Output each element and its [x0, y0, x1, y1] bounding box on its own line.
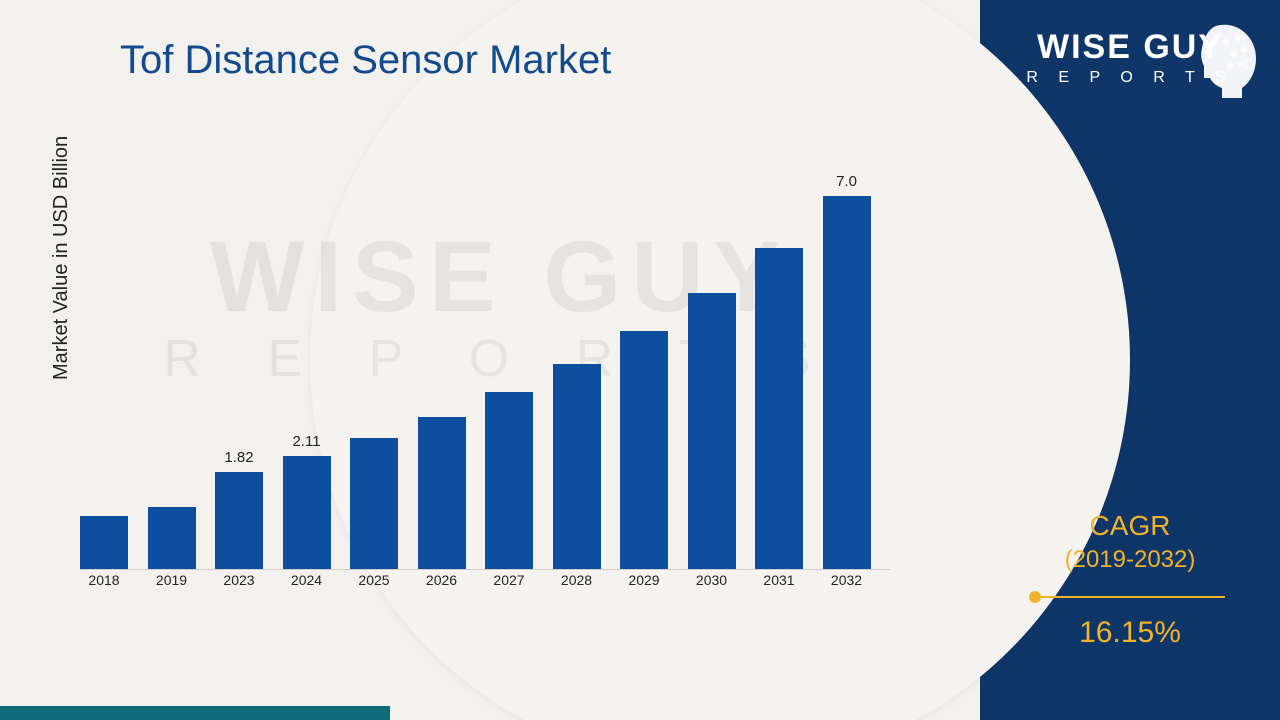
x-tick: 2025	[358, 572, 389, 588]
bar: 2.11	[283, 456, 331, 569]
bar	[350, 438, 398, 569]
y-axis-label: Market Value in USD Billion	[50, 136, 73, 380]
brand-logo: WISE GUY R E P O R T S	[1010, 28, 1250, 87]
x-tick: 2030	[696, 572, 727, 588]
bar	[553, 364, 601, 569]
bar	[148, 507, 196, 569]
x-tick: 2029	[628, 572, 659, 588]
cagr-label: CAGR	[1010, 510, 1250, 542]
bar	[418, 417, 466, 569]
bar	[688, 293, 736, 569]
cagr-range: (2019-2032)	[1010, 546, 1250, 574]
x-tick: 2023	[223, 572, 254, 588]
cagr-block: CAGR (2019-2032) 16.15%	[1010, 510, 1250, 650]
bar: 7.0	[823, 196, 871, 569]
bar	[80, 516, 128, 569]
cagr-value: 16.15%	[1010, 616, 1250, 650]
x-tick: 2027	[493, 572, 524, 588]
bar	[755, 248, 803, 569]
chart-title: Tof Distance Sensor Market	[120, 38, 611, 83]
x-tick: 2032	[831, 572, 862, 588]
head-icon	[1196, 22, 1260, 100]
bottom-accent-bar	[0, 706, 390, 720]
report-card: WISE GUY R E P O R T S Tof Distance Sens…	[0, 0, 1280, 720]
bar	[485, 392, 533, 569]
x-tick: 2019	[156, 572, 187, 588]
x-tick: 2026	[426, 572, 457, 588]
bar	[620, 331, 668, 569]
x-tick: 2028	[561, 572, 592, 588]
bar-value-label: 7.0	[836, 173, 857, 196]
x-tick: 2024	[291, 572, 322, 588]
x-tick: 2031	[763, 572, 794, 588]
bar-value-label: 2.11	[292, 433, 320, 456]
x-tick: 2018	[88, 572, 119, 588]
cagr-divider-line	[1035, 596, 1225, 598]
bar-value-label: 1.82	[224, 449, 253, 472]
bar-chart: 1.82 2.11 7.0 2018 2019 2023 2024 2025 2026 2027…	[80, 170, 890, 600]
bar: 1.82	[215, 472, 263, 569]
plot-area: 1.82 2.11 7.0	[80, 170, 890, 570]
